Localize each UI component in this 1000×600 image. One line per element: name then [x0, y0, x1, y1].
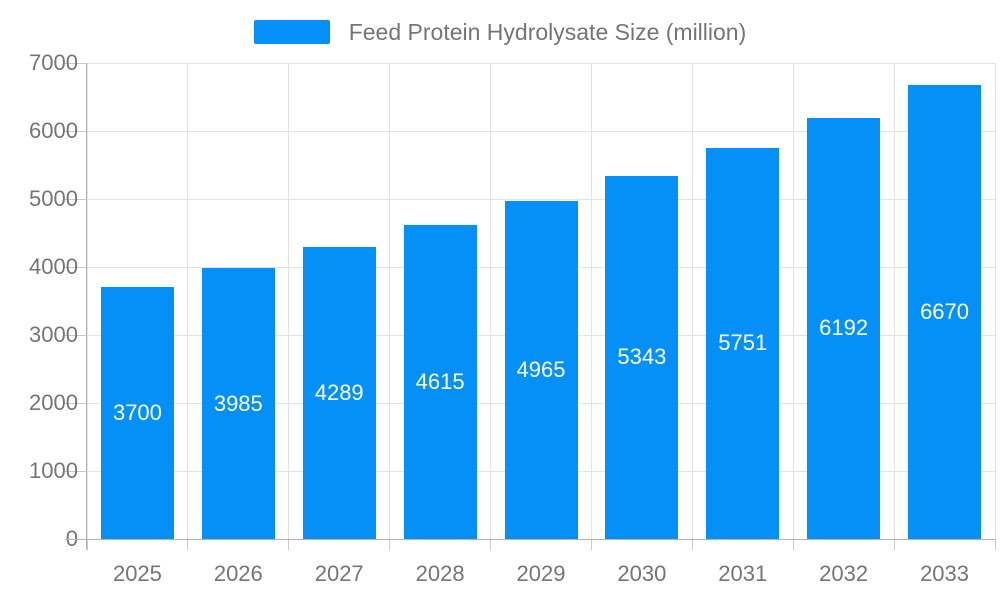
x-axis-label: 2029 [516, 561, 566, 586]
bar[interactable] [807, 117, 881, 539]
y-tick [65, 62, 87, 64]
gridline-vertical [691, 63, 693, 539]
bar[interactable] [201, 268, 275, 539]
bar[interactable] [706, 147, 780, 539]
x-tick [893, 539, 895, 550]
x-axis-line [65, 538, 995, 540]
x-tick [288, 539, 290, 550]
bar[interactable] [100, 287, 174, 539]
gridline-vertical [893, 63, 895, 539]
x-tick [86, 539, 88, 550]
bar[interactable] [908, 85, 982, 539]
y-axis-label: 2000 [29, 390, 78, 415]
bar[interactable] [403, 225, 477, 539]
gridline-vertical [590, 63, 592, 539]
x-tick [490, 539, 492, 550]
y-axis-label: 1000 [29, 458, 78, 483]
x-axis-label: 2027 [314, 561, 364, 586]
y-axis-label: 7000 [29, 50, 78, 75]
legend[interactable]: Feed Protein Hydrolysate Size (million) [0, 18, 1000, 46]
y-tick [65, 402, 87, 404]
x-tick [389, 539, 391, 550]
y-tick [65, 334, 87, 336]
x-axis-label: 2032 [819, 561, 869, 586]
y-axis-label: 4000 [29, 254, 78, 279]
x-axis-label: 2025 [112, 561, 162, 586]
gridline-vertical [490, 63, 492, 539]
gridline-vertical [86, 63, 88, 539]
gridline-vertical [792, 63, 794, 539]
bar[interactable] [605, 175, 679, 539]
x-tick [590, 539, 592, 550]
x-axis-label: 2031 [718, 561, 768, 586]
bar[interactable] [302, 247, 376, 539]
x-tick [994, 539, 996, 550]
gridline-horizontal [87, 198, 995, 200]
gridline-vertical [187, 63, 189, 539]
legend-swatch-icon [253, 20, 330, 44]
legend-label: Feed Protein Hydrolysate Size (million) [348, 19, 747, 45]
y-tick [65, 266, 87, 268]
x-axis-label: 2028 [415, 561, 465, 586]
y-axis-label: 5000 [29, 186, 78, 211]
x-axis-label: 2030 [617, 561, 667, 586]
y-tick [65, 470, 87, 472]
x-tick [792, 539, 794, 550]
x-axis-label: 2026 [213, 561, 263, 586]
y-axis-label: 6000 [29, 118, 78, 143]
bar[interactable] [504, 201, 578, 539]
gridline-vertical [389, 63, 391, 539]
gridline-vertical [288, 63, 290, 539]
gridline-horizontal [87, 62, 995, 64]
x-tick [691, 539, 693, 550]
y-axis-line [86, 63, 87, 550]
x-tick [187, 539, 189, 550]
y-tick [65, 198, 87, 200]
gridline-vertical [994, 63, 996, 539]
gridline-horizontal [87, 130, 995, 132]
y-tick [65, 130, 87, 132]
y-axis-label: 3000 [29, 322, 78, 347]
x-axis-label: 2033 [920, 561, 970, 586]
